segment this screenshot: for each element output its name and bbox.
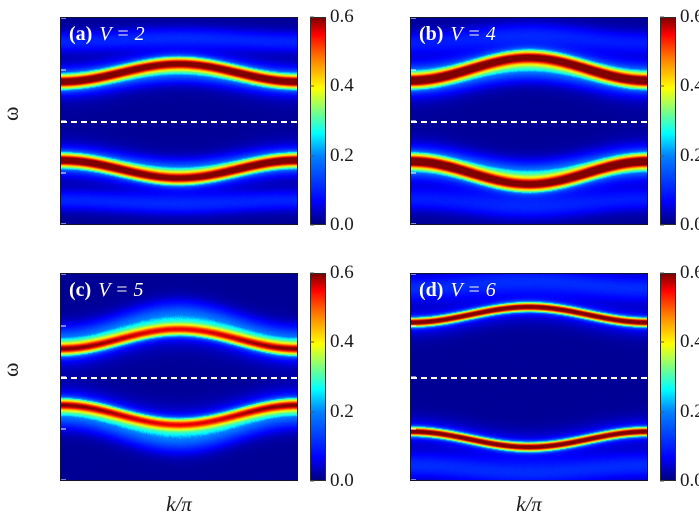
ytick-mark: [61, 172, 66, 173]
ytick-mark: [411, 274, 416, 275]
colorbar-tick-label: 0.2: [330, 400, 354, 422]
ytick-mark: [61, 69, 66, 70]
ytick-mark: [61, 428, 66, 429]
colorbar-tick-mark: [660, 480, 664, 482]
ytick-mark: [61, 223, 66, 224]
ytick-mark: [61, 376, 66, 378]
ytick-mark: [61, 479, 66, 480]
colorbar-tick-mark: [660, 341, 664, 343]
panel-param-d: V = 6: [450, 279, 496, 301]
panel-tag-c: (c): [69, 279, 92, 301]
colorbar-tick-label: 0.4: [680, 331, 699, 353]
colorbar-tick-mark: [310, 411, 314, 413]
panel-label-c: (c) V = 5: [69, 279, 144, 302]
colorbar-gradient-b: [660, 17, 676, 225]
colorbar-tick-label: 0.6: [680, 6, 699, 27]
colorbar-tick-mark: [310, 272, 314, 274]
ytick-mark: [411, 376, 416, 378]
colorbar-tick-label: 0.4: [330, 331, 354, 353]
colorbar-tick-label: 0.6: [330, 262, 354, 283]
colorbar-d[interactable]: 0.6 0.4 0.2 0.0: [660, 262, 699, 491]
colorbar-tick-mark: [310, 480, 314, 482]
colorbar-tick-mark: [660, 155, 664, 157]
colorbar-tick-label: 0.4: [330, 75, 354, 97]
ytick-mark: [61, 274, 66, 275]
ytick-mark: [61, 325, 66, 326]
y-axis-title-c: ω: [0, 362, 23, 377]
panel-b: (b)V = 4 10 5 0 -5 -10 -1.0 0.0 1.0 0.6 …: [350, 0, 699, 266]
colorbar-gradient-c: [310, 273, 326, 481]
ytick-mark: [411, 479, 416, 480]
fermi-level-line-c: [61, 377, 297, 379]
panel-tag-a: (a): [69, 23, 93, 45]
ytick-mark: [411, 18, 416, 19]
colorbar-tick-label: 0.6: [330, 6, 354, 27]
panel-param-b: V = 4: [450, 23, 496, 45]
fermi-level-line-a: [61, 121, 297, 123]
panel-tag-d: (d): [419, 279, 444, 301]
colorbar-tick-label: 0.0: [330, 214, 354, 235]
panel-label-b: (b) V = 4: [419, 23, 496, 46]
colorbar-tick-mark: [310, 224, 314, 226]
colorbar-gradient-a: [310, 17, 326, 225]
ytick-mark: [411, 69, 416, 70]
colorbar-tick-label: 0.2: [680, 400, 699, 422]
colorbar-tick-mark: [310, 341, 314, 343]
x-axis-title-c: k/π: [166, 492, 192, 516]
colorbar-tick-mark: [660, 272, 664, 274]
heatmap-b[interactable]: (b)V = 4 10 5 0 -5 -10 -1.0 0.0 1.0: [410, 17, 648, 225]
colorbar-gradient-d: [660, 273, 676, 481]
colorbar-tick-label: 0.0: [680, 214, 699, 235]
colorbar-tick-label: 0.0: [680, 470, 699, 491]
x-axis-title-d: k/π: [516, 492, 542, 516]
panel-param-c: V = 5: [98, 279, 144, 301]
y-axis-title-a: ω: [0, 106, 23, 121]
panel-param-a: V = 2: [99, 23, 145, 45]
colorbar-tick-mark: [310, 16, 314, 18]
panel-c: (c)V = 5 10 5 0 -5 -10 -1.0 0.0 1.0 ω k/…: [0, 256, 354, 522]
heatmap-d[interactable]: (d)V = 6 10 5 0 -5 -10 -1.0 0.0 1.0: [410, 273, 648, 481]
colorbar-tick-mark: [660, 411, 664, 413]
ytick-mark: [411, 172, 416, 173]
colorbar-tick-mark: [310, 155, 314, 157]
colorbar-tick-mark: [660, 16, 664, 18]
colorbar-tick-mark: [310, 85, 314, 87]
fermi-level-line-d: [411, 377, 647, 379]
colorbar-c[interactable]: 0.6 0.4 0.2 0.0: [310, 262, 354, 491]
colorbar-tick-mark: [660, 85, 664, 87]
ytick-mark: [411, 223, 416, 224]
fermi-level-line-b: [411, 121, 647, 123]
panel-a: (a)V = 2 10 5 0 -5 -10 -1.0 0.0 1.0 ω 0.…: [0, 0, 354, 266]
panel-label-d: (d) V = 6: [419, 279, 496, 302]
panel-tag-b: (b): [419, 23, 444, 45]
panel-label-a: (a) V = 2: [69, 23, 145, 46]
colorbar-tick-label: 0.4: [680, 75, 699, 97]
heatmap-c[interactable]: (c)V = 5 10 5 0 -5 -10 -1.0 0.0 1.0: [60, 273, 298, 481]
panel-d: (d)V = 6 10 5 0 -5 -10 -1.0 0.0 1.0 k/π …: [350, 256, 699, 522]
colorbar-tick-label: 0.2: [680, 144, 699, 166]
ytick-mark: [61, 18, 66, 19]
colorbar-tick-mark: [660, 224, 664, 226]
colorbar-tick-label: 0.2: [330, 144, 354, 166]
ytick-mark: [61, 120, 66, 122]
colorbar-a[interactable]: 0.6 0.4 0.2 0.0: [310, 6, 354, 235]
ytick-mark: [411, 325, 416, 326]
colorbar-tick-label: 0.0: [330, 470, 354, 491]
colorbar-tick-label: 0.6: [680, 262, 699, 283]
ytick-mark: [411, 120, 416, 122]
heatmap-a[interactable]: (a)V = 2 10 5 0 -5 -10 -1.0 0.0 1.0: [60, 17, 298, 225]
ytick-mark: [411, 428, 416, 429]
colorbar-b[interactable]: 0.6 0.4 0.2 0.0: [660, 6, 699, 235]
